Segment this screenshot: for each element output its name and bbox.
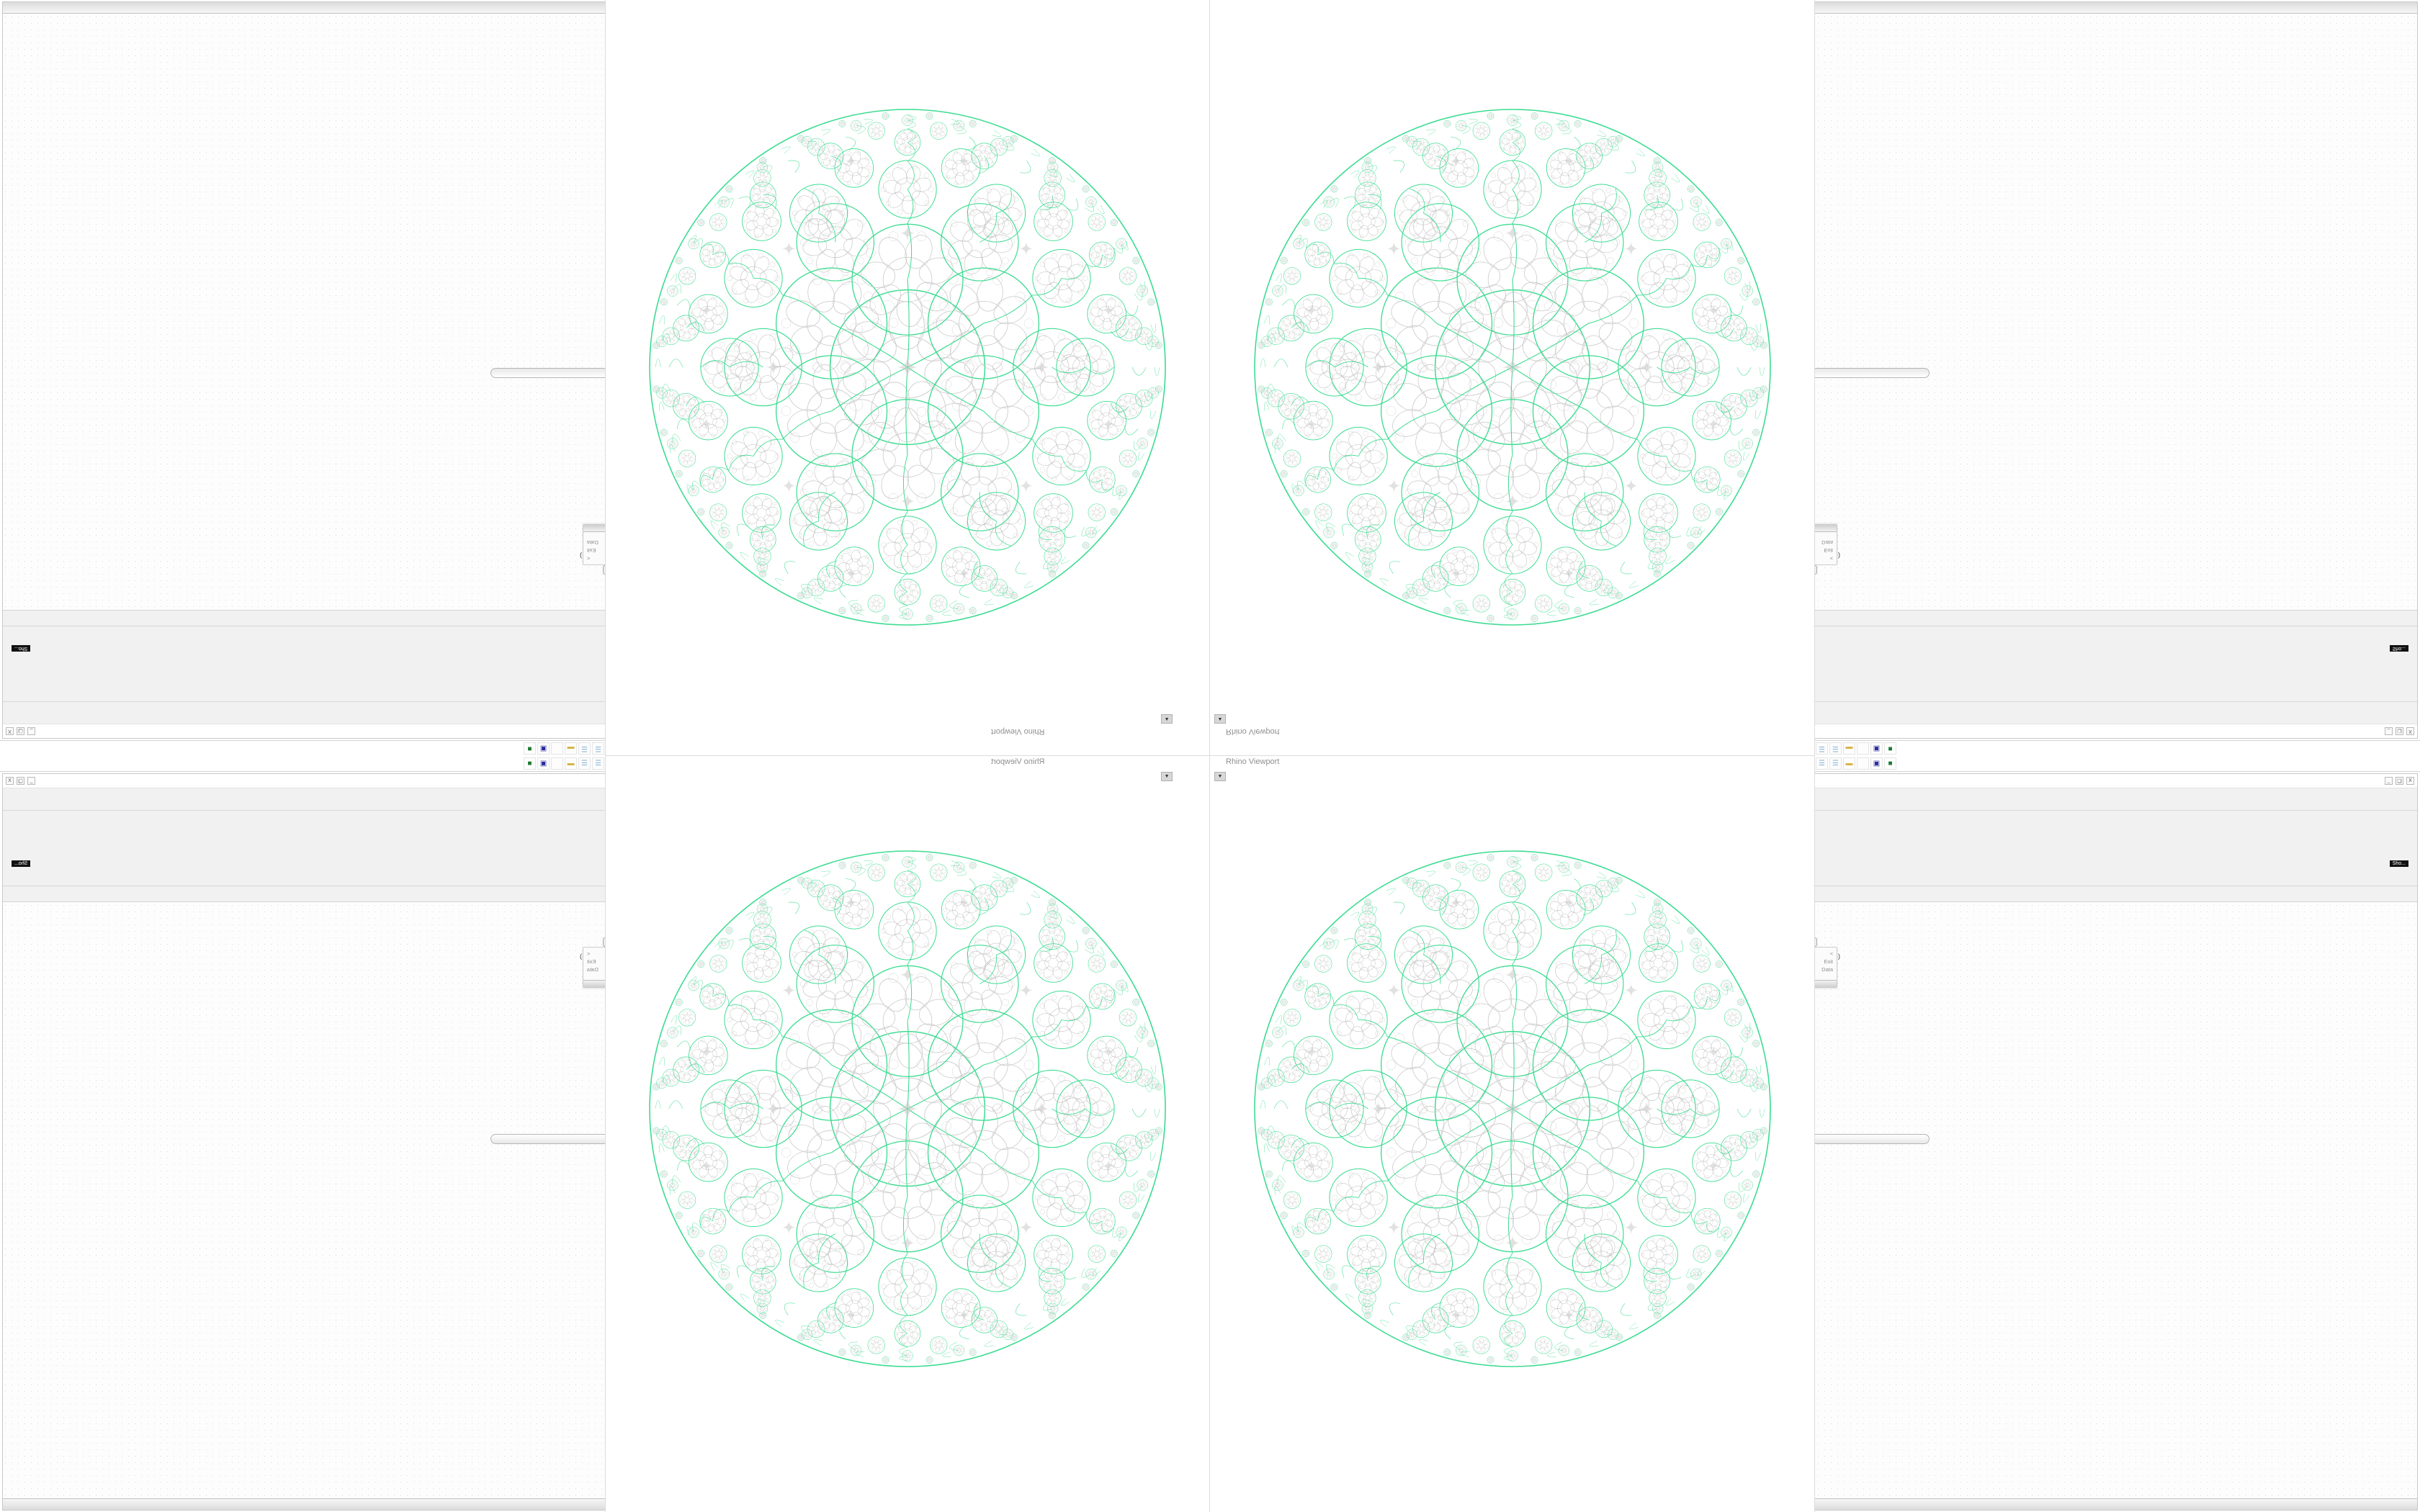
rhino-viewport-label-bl: Rhino Viewport	[991, 757, 1045, 766]
ribbon-search-chip[interactable]: Sho...	[12, 860, 31, 867]
folder-icon[interactable]: ▬	[565, 757, 577, 770]
node-output-port[interactable]: )	[580, 953, 582, 960]
folder-icon[interactable]: ▬	[565, 742, 577, 755]
notepad-icon-4[interactable]: ☰	[1829, 742, 1842, 755]
terminal-icon[interactable]: ■	[1884, 742, 1896, 755]
ribbon-tail-area: Sho...	[1466, 814, 2413, 883]
viewport-tab-button-tr[interactable]: ▲	[1214, 714, 1226, 724]
node-output-port[interactable]: )	[1838, 953, 1840, 960]
port-label: Exit	[1824, 547, 1833, 554]
rhino-viewport-label-tl: Rhino Viewport	[991, 727, 1045, 736]
window-maximize-button[interactable]: ❑	[17, 727, 24, 735]
port-label: <	[587, 555, 591, 562]
floppy-disk-icon-49[interactable]: ▣	[537, 757, 550, 770]
ribbon-search-chip[interactable]: Sho...	[2389, 645, 2408, 652]
node-output-port[interactable]: )	[1838, 552, 1840, 559]
blank-icon[interactable]	[1857, 742, 1869, 755]
port-label: Data	[587, 966, 599, 973]
blank-icon[interactable]	[551, 742, 563, 755]
rhino-viewport-label-br: Rhino Viewport	[1226, 757, 1280, 766]
window-close-button[interactable]: X	[2406, 777, 2414, 785]
rhino-viewport-label-tr: Rhino Viewport	[1226, 727, 1280, 736]
terminal-icon[interactable]: ■	[524, 742, 536, 755]
window-close-button[interactable]: X	[2406, 727, 2414, 735]
folder-icon[interactable]: ▬	[1843, 757, 1855, 770]
notepad-icon-3[interactable]: ☰	[592, 757, 604, 770]
port-label: <	[1829, 555, 1833, 562]
port-label: Exit	[587, 547, 596, 554]
floppy-disk-icon-49[interactable]: ▣	[1870, 757, 1883, 770]
window-minimize-button[interactable]: _	[2385, 727, 2393, 735]
window-close-button[interactable]: X	[6, 777, 14, 785]
notepad-icon-4[interactable]: ☰	[578, 742, 591, 755]
notepad-icon-4[interactable]: ☰	[1829, 757, 1842, 770]
window-minimize-button[interactable]: _	[2385, 777, 2393, 785]
notepad-icon-4[interactable]: ☰	[578, 757, 591, 770]
window-maximize-button[interactable]: ❑	[2396, 727, 2403, 735]
port-label: <	[1829, 950, 1833, 957]
terminal-icon[interactable]: ■	[1884, 757, 1896, 770]
terminal-icon[interactable]: ■	[524, 757, 536, 770]
blank-icon[interactable]	[1857, 757, 1869, 770]
ribbon-search-chip[interactable]: Sho...	[12, 645, 31, 652]
port-label: Data	[1821, 539, 1833, 546]
node-output-port[interactable]: )	[580, 552, 582, 559]
rhino-viewport-area[interactable]: Rhino Viewport ▲ Rhino Viewport ▲ Rhino …	[605, 0, 1815, 1512]
notepad-icon-3[interactable]: ☰	[1816, 742, 1828, 755]
port-label: Data	[1821, 966, 1833, 973]
folder-icon[interactable]: ▬	[1843, 742, 1855, 755]
notepad-icon-3[interactable]: ☰	[1816, 757, 1828, 770]
port-label: Data	[587, 539, 599, 546]
floppy-disk-icon-49[interactable]: ▣	[537, 742, 550, 755]
viewport-tab-button-br[interactable]: ▼	[1214, 772, 1226, 781]
window-maximize-button[interactable]: ❑	[17, 777, 24, 785]
ribbon-search-chip[interactable]: Sho...	[2389, 860, 2408, 867]
port-label: <	[587, 950, 591, 957]
port-label: Exit	[1824, 958, 1833, 965]
window-maximize-button[interactable]: ❑	[2396, 777, 2403, 785]
viewport-tab-button-tl[interactable]: ▲	[1161, 714, 1173, 724]
viewport-tab-button-bl[interactable]: ▼	[1161, 772, 1173, 781]
floppy-disk-icon-49[interactable]: ▣	[1870, 742, 1883, 755]
window-close-button[interactable]: X	[6, 727, 14, 735]
blank-icon[interactable]	[551, 757, 563, 770]
port-label: Exit	[587, 958, 596, 965]
window-minimize-button[interactable]: _	[27, 727, 35, 735]
window-minimize-button[interactable]: _	[27, 777, 35, 785]
notepad-icon-3[interactable]: ☰	[592, 742, 604, 755]
